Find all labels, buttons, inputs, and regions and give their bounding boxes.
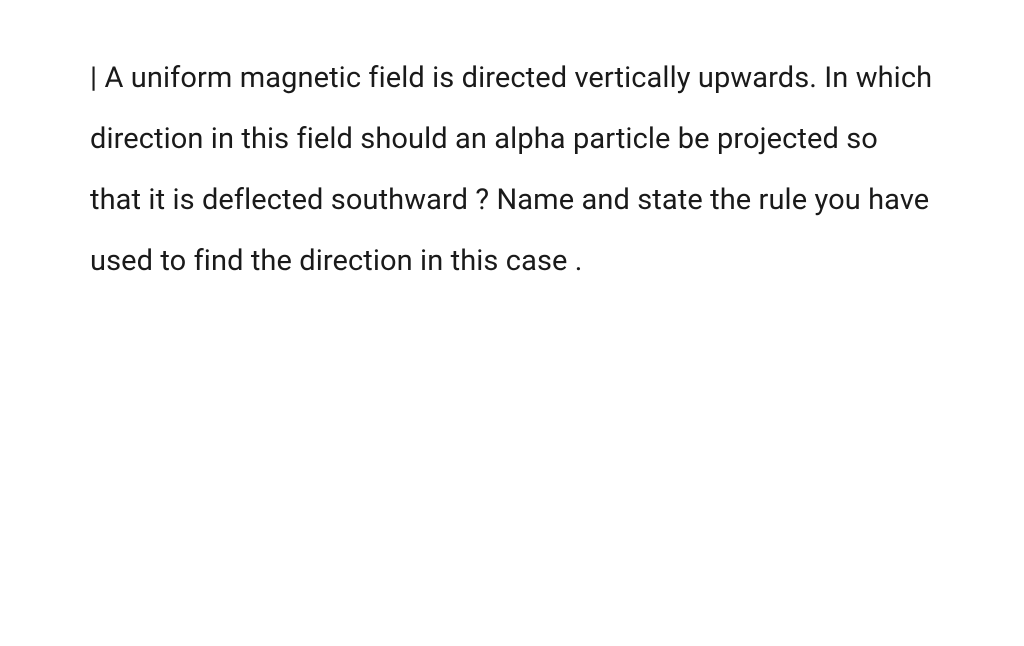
question-text: | A uniform magnetic field is directed v… bbox=[90, 48, 934, 292]
question-card: | A uniform magnetic field is directed v… bbox=[0, 0, 1024, 646]
